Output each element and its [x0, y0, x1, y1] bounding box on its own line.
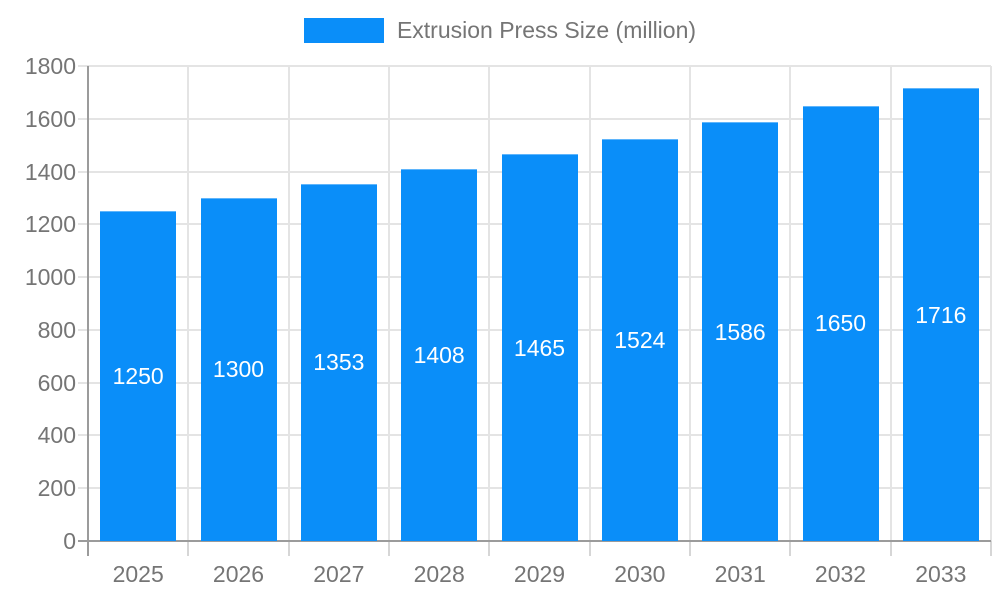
bar-value-label: 1586	[714, 318, 766, 345]
bar-value-label: 1465	[513, 334, 566, 361]
x-axis-line	[78, 540, 991, 542]
y-tick-mark	[78, 276, 88, 279]
bar-value-label: 1408	[413, 342, 465, 369]
x-tick-mark	[689, 541, 691, 556]
bar-value-label: 1250	[112, 363, 164, 390]
x-gridline	[789, 66, 792, 541]
bar[interactable]	[601, 138, 678, 541]
y-tick-label: 1200	[24, 211, 76, 238]
x-tick-label: 2028	[413, 561, 465, 587]
bar-value-label: 1353	[313, 349, 365, 376]
y-tick-mark	[78, 487, 88, 490]
y-tick-label: 1400	[24, 158, 76, 185]
x-gridline	[287, 66, 290, 541]
bar-value-label: 1524	[614, 326, 666, 353]
bar[interactable]	[300, 183, 377, 541]
x-tick-mark	[287, 541, 290, 556]
y-tick-mark	[78, 328, 88, 331]
y-tick-label: 200	[37, 475, 76, 502]
x-gridline	[588, 66, 591, 541]
y-tick-label: 1800	[24, 53, 76, 79]
bar[interactable]	[702, 122, 779, 541]
x-tick-label: 2025	[112, 561, 164, 587]
y-tick-mark	[78, 381, 88, 384]
bar[interactable]	[200, 197, 277, 541]
y-tick-mark	[78, 170, 88, 173]
bar[interactable]	[902, 88, 979, 541]
y-tick-mark	[78, 117, 88, 120]
y-tick-label: 0	[63, 528, 76, 554]
bar-value-label: 1300	[212, 356, 265, 383]
legend-swatch	[303, 18, 384, 43]
x-tick-label: 2030	[614, 561, 666, 587]
y-tick-label: 600	[37, 369, 76, 396]
bar[interactable]	[401, 169, 478, 541]
legend-label: Extrusion Press Size (million)	[396, 17, 697, 43]
y-tick-label: 1000	[24, 264, 76, 291]
x-gridline	[187, 66, 190, 541]
x-tick-label: 2033	[915, 561, 967, 587]
bar[interactable]	[802, 105, 879, 541]
bar[interactable]	[501, 154, 578, 541]
x-tick-mark	[388, 541, 390, 556]
x-gridline	[488, 66, 491, 541]
y-tick-mark	[78, 223, 88, 226]
x-gridline	[990, 66, 992, 541]
x-tick-mark	[588, 541, 591, 556]
y-tick-mark	[78, 434, 88, 437]
y-gridline	[88, 117, 991, 120]
y-gridline	[88, 65, 991, 67]
x-tick-mark	[889, 541, 892, 556]
x-tick-label: 2032	[814, 561, 867, 587]
x-tick-mark	[789, 541, 792, 556]
x-tick-mark	[990, 541, 992, 556]
y-tick-label: 800	[37, 316, 76, 343]
y-axis-line	[87, 66, 89, 556]
x-gridline	[889, 66, 892, 541]
x-gridline	[689, 66, 691, 541]
x-tick-label: 2026	[212, 561, 265, 587]
x-tick-mark	[187, 541, 190, 556]
y-tick-mark	[78, 65, 88, 67]
x-tick-label: 2029	[513, 561, 566, 587]
x-tick-label: 2031	[714, 561, 766, 587]
bar-value-label: 1716	[915, 301, 967, 328]
x-tick-mark	[488, 541, 491, 556]
x-tick-label: 2027	[313, 561, 365, 587]
x-gridline	[388, 66, 390, 541]
bar[interactable]	[100, 211, 177, 541]
bar-value-label: 1650	[814, 310, 867, 337]
chart-legend[interactable]: Extrusion Press Size (million)	[0, 18, 1000, 43]
y-tick-label: 400	[37, 422, 76, 449]
y-tick-label: 1600	[24, 105, 76, 132]
